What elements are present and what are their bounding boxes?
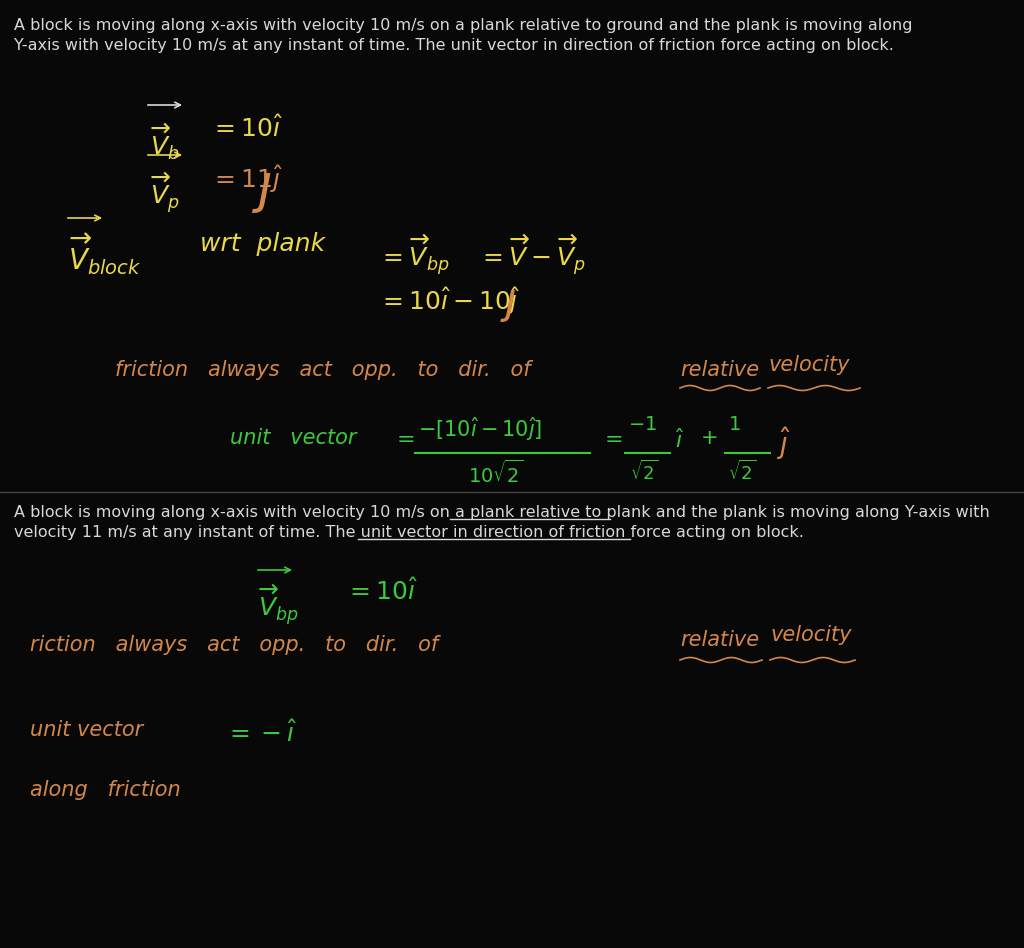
Text: $\overrightarrow{V}_{block}$: $\overrightarrow{V}_{block}$ (68, 232, 141, 277)
Text: A block is moving along x-axis with velocity 10 m/s on a plank relative to groun: A block is moving along x-axis with velo… (14, 18, 912, 33)
Text: $\overrightarrow{V}_p$: $\overrightarrow{V}_p$ (150, 170, 179, 214)
Text: $= 10\hat{\imath}$: $= 10\hat{\imath}$ (345, 578, 418, 605)
Text: $\jmath$: $\jmath$ (252, 163, 272, 215)
Text: Y-axis with velocity 10 m/s at any instant of time. The unit vector in direction: Y-axis with velocity 10 m/s at any insta… (14, 38, 894, 53)
Text: $= 11\hat{\jmath}$: $= 11\hat{\jmath}$ (210, 163, 283, 194)
Text: unit vector: unit vector (30, 720, 143, 740)
Text: A block is moving along x-axis with velocity 10 m/s on a plank relative to plank: A block is moving along x-axis with velo… (14, 505, 990, 520)
Text: $\sqrt{2}$: $\sqrt{2}$ (630, 460, 658, 484)
Text: riction   always   act   opp.   to   dir.   of: riction always act opp. to dir. of (30, 635, 438, 655)
Text: $=$: $=$ (600, 428, 623, 448)
Text: relative: relative (680, 360, 759, 380)
Text: $\overrightarrow{V}_{bp}$: $\overrightarrow{V}_{bp}$ (258, 582, 299, 627)
Text: $= -\hat{\imath}$: $= -\hat{\imath}$ (225, 720, 297, 747)
Text: relative: relative (680, 630, 759, 650)
Text: velocity 11 m/s at any instant of time. The unit vector in direction of friction: velocity 11 m/s at any instant of time. … (14, 525, 804, 540)
Text: $= \overrightarrow{V} - \overrightarrow{V}_p$: $= \overrightarrow{V} - \overrightarrow{… (478, 232, 586, 277)
Text: $-1$: $-1$ (628, 415, 657, 434)
Text: along   friction: along friction (30, 780, 181, 800)
Text: $1$: $1$ (728, 415, 740, 434)
Text: $= 10\hat{\imath} - 10\hat{\jmath}$: $= 10\hat{\imath} - 10\hat{\jmath}$ (378, 285, 520, 317)
Text: $-[10\hat{\imath}-10\hat{\jmath}]$: $-[10\hat{\imath}-10\hat{\jmath}]$ (418, 415, 543, 443)
Text: unit   vector: unit vector (230, 428, 356, 448)
Text: $=$: $=$ (392, 428, 415, 448)
Text: $= 10\hat{\imath}$: $= 10\hat{\imath}$ (210, 115, 283, 141)
Text: friction   always   act   opp.   to   dir.   of: friction always act opp. to dir. of (115, 360, 530, 380)
Text: $\hat{\imath}$: $\hat{\imath}$ (675, 428, 684, 452)
Text: $\jmath$: $\jmath$ (500, 282, 516, 324)
Text: $= \overrightarrow{V}_{bp}$: $= \overrightarrow{V}_{bp}$ (378, 232, 450, 277)
Text: $+$: $+$ (700, 428, 718, 448)
Text: velocity: velocity (768, 355, 850, 375)
Text: velocity: velocity (770, 625, 852, 645)
Text: $\hat{\jmath}$: $\hat{\jmath}$ (776, 425, 791, 462)
Text: $\overrightarrow{V}_b$: $\overrightarrow{V}_b$ (150, 122, 179, 162)
Text: $10\sqrt{2}$: $10\sqrt{2}$ (468, 460, 523, 487)
Text: $\sqrt{2}$: $\sqrt{2}$ (728, 460, 757, 484)
Text: wrt  plank: wrt plank (200, 232, 326, 256)
